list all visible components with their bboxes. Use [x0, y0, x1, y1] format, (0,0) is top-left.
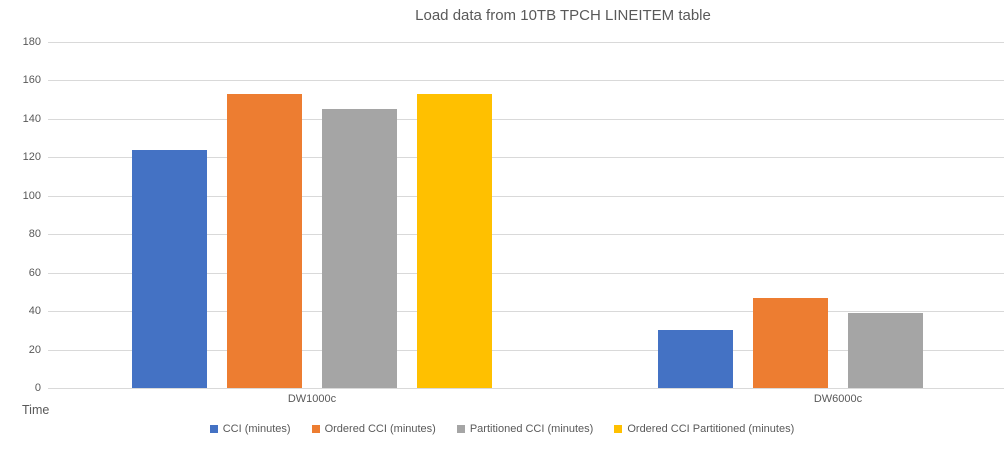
- legend-item-partitioned-cci-minutes: Partitioned CCI (minutes): [456, 423, 594, 435]
- legend: CCI (minutes) Ordered CCI (minutes) Partit…: [0, 423, 1004, 435]
- legend-item-ordered-cci-minutes: Ordered CCI (minutes): [311, 423, 436, 435]
- legend-item-cci-minutes: CCI (minutes): [209, 423, 291, 435]
- gridline-60: [48, 272, 1004, 274]
- bar-DW6000c-cci-minutes: [658, 330, 733, 388]
- gridline-20: [48, 349, 1004, 351]
- legend-label: CCI (minutes): [222, 423, 291, 435]
- y-tick-label-80: 80: [28, 228, 41, 241]
- x-axis-line: [48, 388, 1004, 389]
- y-tick-label-20: 20: [28, 343, 41, 356]
- legend-label: Partitioned CCI (minutes): [469, 423, 594, 435]
- legend-swatch-icon: [456, 425, 465, 433]
- bar-DW1000c-cci-minutes: [132, 149, 207, 388]
- legend-swatch-icon: [614, 425, 623, 433]
- legend-swatch-icon: [311, 425, 320, 433]
- x-category-label-dw6000c: DW6000c: [813, 393, 863, 405]
- plot-area: [48, 42, 1004, 388]
- legend-swatch-icon: [209, 425, 218, 433]
- chart-title: Load data from 10TB TPCH LINEITEM table: [415, 7, 711, 24]
- y-tick-label-180: 180: [22, 36, 41, 48]
- y-tick-label-0: 0: [34, 382, 41, 394]
- legend-label: Ordered CCI (minutes): [324, 423, 436, 435]
- gridline-180: [48, 42, 1004, 43]
- y-tick-label-40: 40: [28, 305, 41, 318]
- y-tick-label-140: 140: [22, 112, 41, 125]
- legend-label: Ordered CCI Partitioned (minutes): [627, 423, 795, 435]
- bar-DW1000c-ordered-cci-minutes: [227, 93, 302, 388]
- gridline-100: [48, 195, 1004, 197]
- x-category-label-dw1000c: DW1000c: [287, 393, 337, 405]
- gridline-40: [48, 311, 1004, 313]
- y-tick-label-60: 60: [28, 266, 41, 279]
- y-tick-label-120: 120: [22, 151, 41, 164]
- bar-DW1000c-partitioned-cci-minutes: [322, 109, 397, 388]
- axis-title-time: Time: [22, 403, 50, 417]
- gridline-140: [48, 118, 1004, 120]
- bar-DW6000c-ordered-cci-minutes: [753, 297, 828, 388]
- gridline-120: [48, 157, 1004, 159]
- bar-DW1000c-ordered-cci-partitioned-minutes: [417, 93, 492, 388]
- y-tick-label-100: 100: [22, 189, 41, 202]
- y-tick-label-160: 160: [22, 74, 41, 87]
- gridline-160: [48, 80, 1004, 82]
- bar-DW6000c-partitioned-cci-minutes: [848, 313, 923, 388]
- legend-item-ordered-cci-partitioned-minutes: Ordered CCI Partitioned (minutes): [614, 423, 794, 435]
- gridline-80: [48, 234, 1004, 236]
